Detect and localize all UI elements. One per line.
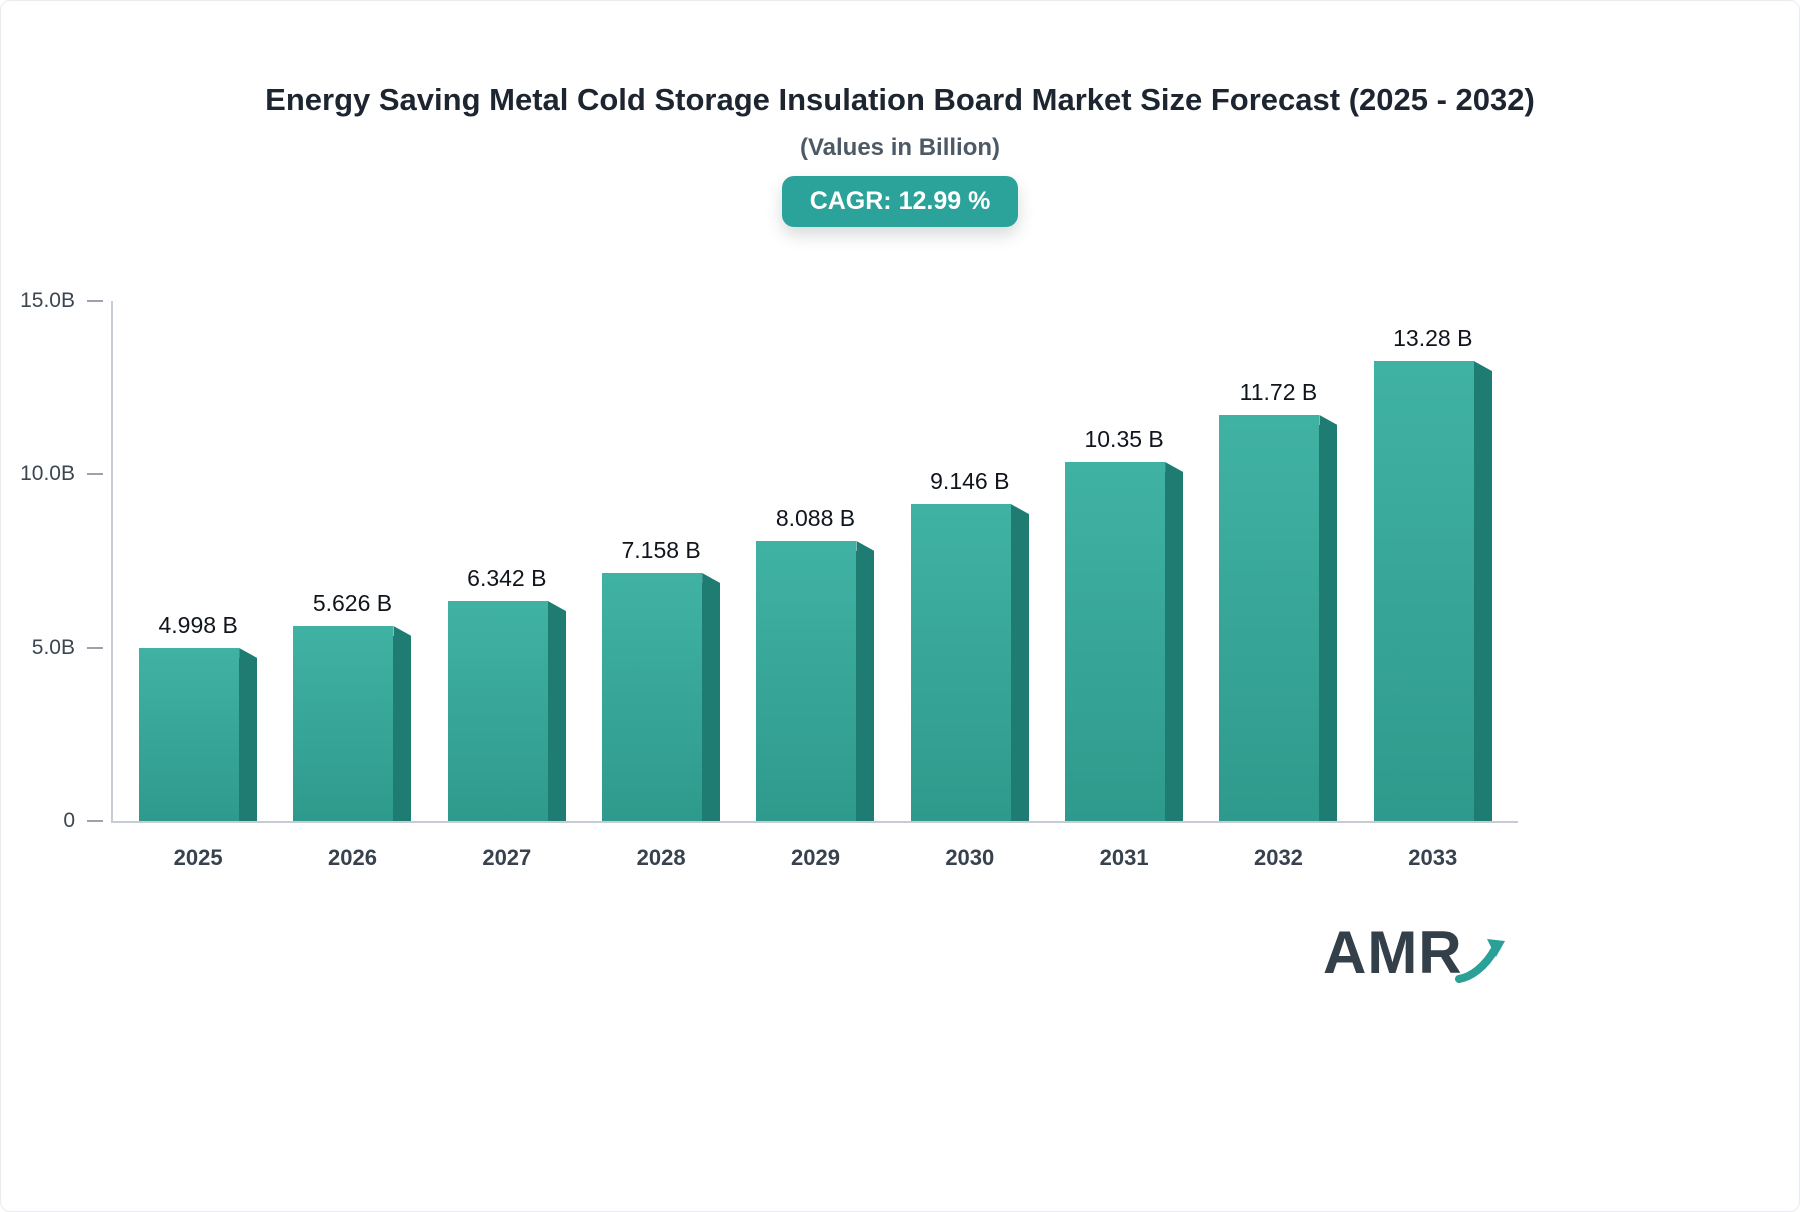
bar-value-label: 8.088 B — [775, 505, 856, 531]
bar-face — [293, 626, 394, 821]
bar — [293, 626, 412, 821]
bar-face — [910, 504, 1011, 821]
bar-face — [756, 541, 857, 821]
bar-value-label: 7.158 B — [621, 537, 701, 563]
bar-group: 8.088 B 2029 — [756, 301, 875, 870]
y-tick-label: 0 — [63, 809, 75, 832]
bar-value-label: 10.35 B — [1084, 426, 1164, 452]
bar-top — [1010, 504, 1029, 514]
bar-side — [1319, 425, 1338, 821]
bar-top — [547, 601, 566, 611]
x-tick-label: 2033 — [1408, 845, 1458, 870]
bar-side — [393, 636, 412, 821]
bar-side — [1473, 371, 1492, 821]
bar-group: 13.28 B 2033 — [1373, 301, 1492, 870]
bar-top — [1473, 361, 1492, 371]
bar — [1373, 361, 1492, 821]
bar — [447, 601, 566, 821]
bar-side — [239, 658, 258, 821]
bar-value-label: 9.146 B — [930, 468, 1010, 494]
x-tick-label: 2025 — [173, 845, 223, 870]
bar-value-label: 6.342 B — [467, 565, 547, 591]
bar-value-label: 13.28 B — [1393, 325, 1473, 351]
bar-top — [393, 626, 412, 636]
bar-value-label: 11.72 B — [1239, 379, 1318, 405]
cagr-badge-wrap: CAGR: 12.99 % — [1, 176, 1799, 228]
bar — [756, 541, 875, 821]
bar-side — [547, 611, 566, 821]
bar-group: 7.158 B 2028 — [602, 301, 721, 870]
x-tick-label: 2032 — [1253, 845, 1303, 870]
bar-top — [1165, 462, 1184, 472]
bar-side — [702, 583, 721, 821]
bar-face — [602, 573, 703, 821]
amr-logo-arrow-icon — [1454, 939, 1505, 983]
x-tick-label: 2029 — [790, 845, 840, 870]
chart-title: Energy Saving Metal Cold Storage Insulat… — [265, 82, 1535, 117]
x-tick-label: 2027 — [482, 845, 532, 870]
x-tick-label: 2030 — [945, 845, 995, 870]
bars-row: 4.998 B 2025 5.626 B 2026 6.342 B 2027 7.158 B… — [113, 301, 1518, 870]
bar-group: 10.35 B 2031 — [1065, 301, 1184, 870]
y-tick-mark — [87, 820, 103, 822]
x-tick-label: 2028 — [636, 845, 686, 870]
cagr-badge: CAGR: 12.99 % — [781, 176, 1019, 228]
y-tick-mark — [87, 300, 103, 302]
bar — [602, 573, 721, 821]
bar — [1219, 415, 1338, 821]
y-tick-mark — [87, 646, 103, 649]
bar-face — [139, 648, 240, 821]
bar-face — [447, 601, 548, 821]
bar — [910, 504, 1029, 821]
amr-logo: AMR — [1323, 923, 1507, 985]
bar-value-label: 4.998 B — [158, 612, 238, 638]
bar-group: 11.72 B 2032 — [1219, 301, 1338, 870]
bar-top — [239, 648, 258, 658]
y-tick-label: 15.0B — [20, 289, 75, 312]
bar-group: 5.626 B 2026 — [293, 301, 412, 870]
bar — [139, 648, 258, 821]
bar-value-label: 5.626 B — [312, 590, 393, 616]
bar-face — [1219, 415, 1320, 821]
y-tick-label: 5.0B — [31, 635, 75, 659]
bar-group: 9.146 B 2030 — [910, 301, 1029, 870]
bar-group: 6.342 B 2027 — [447, 301, 566, 870]
bar-top — [702, 573, 721, 583]
bar-top — [856, 541, 875, 551]
chart-subtitle: (Values in Billion) — [799, 134, 1001, 162]
y-tick-label: 10.0B — [20, 462, 75, 486]
amr-logo-text: AMR — [1323, 919, 1463, 986]
bar-face — [1065, 462, 1166, 821]
bar-face — [1373, 361, 1474, 821]
bar-top — [1319, 415, 1338, 425]
x-tick-label: 2026 — [328, 845, 377, 870]
plot-area: 4.998 B 2025 5.626 B 2026 6.342 B 2027 7.158 B… — [111, 301, 1518, 870]
y-tick-mark — [87, 473, 103, 476]
bar — [1065, 462, 1184, 821]
bar-side — [856, 551, 875, 821]
bar-side — [1165, 472, 1184, 821]
x-tick-label: 2031 — [1099, 845, 1149, 870]
bar-group: 4.998 B 2025 — [139, 301, 258, 870]
bar-side — [1010, 514, 1029, 821]
y-axis: 15.0B 10.0B 5.0B 0 — [1, 289, 109, 832]
